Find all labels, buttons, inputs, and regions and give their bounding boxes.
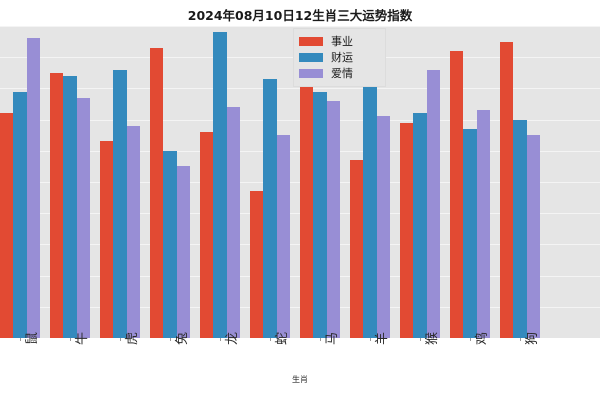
bar [76,97,90,338]
legend-swatch-wealth-icon [299,52,323,62]
bar [50,72,64,338]
x-tick-mark [120,338,121,341]
x-tick-label: 马 [325,331,340,345]
x-tick-mark [20,338,21,341]
x-tick-label: 狗 [525,331,540,345]
x-tick-label: 虎 [125,331,140,345]
x-axis-ticks: 鼠牛虎兔龙蛇马羊猴鸡狗 [0,332,600,400]
legend-label: 事业 [331,35,353,48]
bar [313,91,327,338]
bar [250,191,264,338]
bar [300,82,314,338]
x-tick-label: 兔 [175,331,190,345]
x-tick-label: 羊 [375,331,390,345]
bar [100,141,114,338]
chart-title: 2024年08月10日12生肖三大运势指数 [187,8,413,23]
legend-item: 事业 [299,33,380,49]
x-tick-mark [170,338,171,341]
x-tick-label: 猴 [425,331,440,345]
x-tick-mark [70,338,71,341]
bar [513,119,527,338]
bar [450,50,464,338]
bar [113,69,127,338]
x-tick-mark [420,338,421,341]
bar-group [200,26,240,338]
legend-item: 爱情 [299,65,380,81]
bar [0,113,14,338]
x-tick-mark [220,338,221,341]
bar [163,150,177,338]
bar-group [350,26,390,338]
x-tick-mark [470,338,471,341]
x-tick-label: 牛 [75,331,90,345]
bar-group [150,26,190,338]
x-tick-mark [370,338,371,341]
chart-legend: 事业 财运 爱情 [293,28,386,87]
legend-swatch-love-icon [299,68,323,78]
x-tick-label: 鸡 [475,331,490,345]
bar [326,100,340,338]
bar [400,122,414,338]
bar [200,132,214,338]
bar [63,75,77,338]
gridline [0,26,600,27]
bar [350,160,364,338]
bar [426,69,440,338]
bar [376,116,390,338]
bar-group [50,26,90,338]
bar [176,166,190,338]
bar [413,113,427,338]
bar [26,38,40,338]
bar [463,128,477,338]
bar-group [450,26,490,338]
bar [13,91,27,338]
bar-group [100,26,140,338]
bar [476,110,490,338]
bar [526,135,540,338]
legend-swatch-career-icon [299,36,323,46]
bar-group [300,26,340,338]
x-tick-label: 龙 [225,331,240,345]
legend-item: 财运 [299,49,380,65]
legend-label: 爱情 [331,67,353,80]
bar [226,107,240,338]
x-tick-mark [270,338,271,341]
bar-group [400,26,440,338]
x-tick-label: 鼠 [25,331,40,345]
bar-group [250,26,290,338]
bar-group [0,26,40,338]
bar [276,135,290,338]
legend-label: 财运 [331,51,353,64]
bar [213,32,227,338]
bar-group [500,26,540,338]
bar [126,125,140,338]
x-tick-label: 蛇 [275,331,290,345]
x-tick-mark [320,338,321,341]
bar [150,47,164,338]
bar [500,41,514,338]
x-tick-mark [520,338,521,341]
x-axis-label: 生肖 [292,375,308,384]
bar [363,57,377,338]
bars-layer [0,26,600,338]
bar [263,79,277,338]
